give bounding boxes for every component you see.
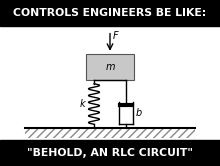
- Text: m: m: [105, 62, 115, 72]
- Text: CONTROLS ENGINEERS BE LIKE:: CONTROLS ENGINEERS BE LIKE:: [13, 8, 207, 18]
- Bar: [25, 128, 195, 138]
- Bar: [0, 140, 220, 166]
- Bar: [0, 0, 220, 26]
- Bar: [86, 54, 134, 80]
- Text: k: k: [79, 99, 85, 109]
- Text: "BEHOLD, AN RLC CIRCUIT": "BEHOLD, AN RLC CIRCUIT": [27, 148, 193, 158]
- Text: b: b: [136, 108, 142, 118]
- Text: F: F: [113, 31, 119, 41]
